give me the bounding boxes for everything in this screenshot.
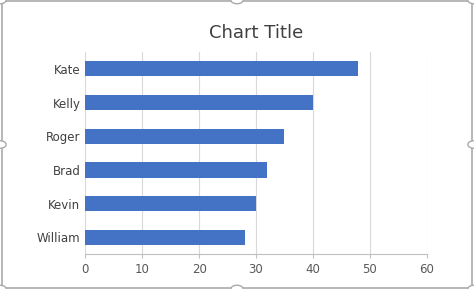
Bar [85,129,284,144]
Bar [85,95,313,110]
Bar [85,61,358,77]
Bar [85,196,256,211]
Title: Chart Title: Chart Title [209,24,303,42]
Bar [85,230,245,245]
Bar [85,162,267,178]
